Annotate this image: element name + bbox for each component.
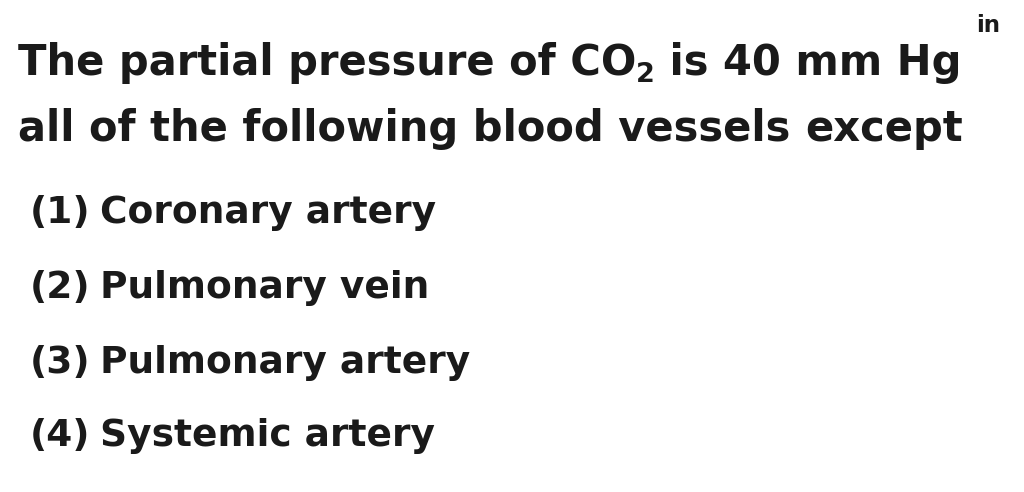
Text: Systemic artery: Systemic artery (100, 418, 435, 454)
Text: The partial pressure of CO: The partial pressure of CO (18, 42, 636, 84)
Text: (3): (3) (30, 345, 91, 381)
Text: (2): (2) (30, 270, 91, 306)
Text: in: in (976, 14, 1000, 37)
Text: except: except (805, 108, 963, 150)
Text: Coronary artery: Coronary artery (100, 195, 436, 231)
Text: all of the following blood vessels: all of the following blood vessels (18, 108, 805, 150)
Text: 2: 2 (636, 62, 655, 88)
Text: (1): (1) (30, 195, 91, 231)
Text: Pulmonary vein: Pulmonary vein (100, 270, 429, 306)
Text: Pulmonary artery: Pulmonary artery (100, 345, 470, 381)
Text: is 40 mm Hg: is 40 mm Hg (655, 42, 976, 84)
Text: (4): (4) (30, 418, 90, 454)
